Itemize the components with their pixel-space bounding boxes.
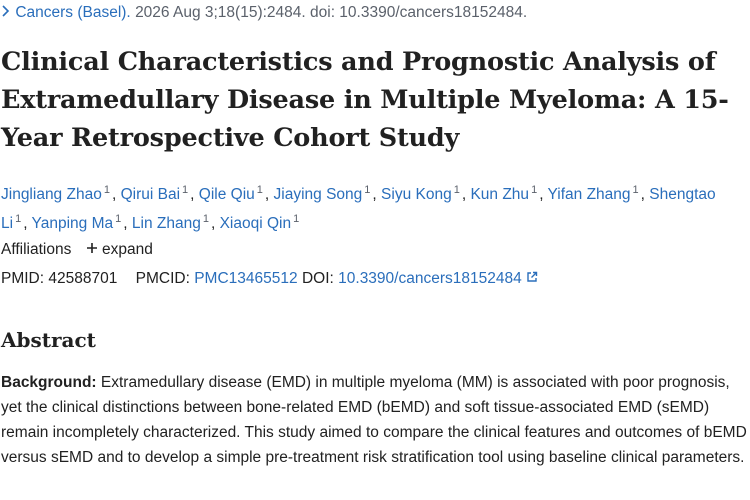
author-separator: ,	[539, 186, 544, 204]
pmcid-link[interactable]: PMC13465512	[194, 270, 298, 287]
author-link[interactable]: Yanping Ma	[31, 215, 114, 233]
author-link[interactable]: Jingliang Zhao	[1, 186, 102, 204]
author-link[interactable]: Qile Qiu	[198, 186, 255, 204]
pmid: 42588701	[48, 270, 118, 287]
author-link[interactable]: Lin Zhang	[131, 215, 201, 233]
expand-label: expand	[102, 241, 153, 258]
affiliation-number[interactable]: 1	[103, 184, 110, 196]
abstract-text: Extramedullary disease (EMD) in multiple…	[1, 374, 747, 466]
author-separator: ,	[23, 215, 28, 233]
affiliation-number[interactable]: 1	[364, 184, 371, 196]
author-separator: ,	[111, 186, 117, 204]
affiliations: Affiliations expand	[1, 241, 153, 259]
author-link[interactable]: Jiaying Song	[273, 186, 363, 204]
author-separator: ,	[210, 215, 216, 233]
author-link[interactable]: Qirui Bai	[120, 186, 181, 204]
identifiers: PMID: 42588701 PMCID: PMC13465512 DOI: 1…	[1, 270, 538, 288]
author-separator: ,	[461, 186, 467, 204]
affiliation-number[interactable]: 1	[632, 184, 639, 196]
abstract-heading: Abstract	[1, 328, 96, 352]
author-separator: ,	[123, 215, 128, 233]
affiliation-number[interactable]: 1	[453, 184, 460, 196]
doi-label: DOI:	[301, 270, 334, 287]
author-link[interactable]: Shengtao Li	[1, 186, 716, 233]
plus-icon	[86, 243, 97, 253]
doi-link[interactable]: 10.3390/cancers18152484	[338, 270, 522, 287]
pmcid-label: PMCID:	[135, 270, 190, 287]
affiliation-number[interactable]: 1	[115, 213, 122, 226]
article-title: Clinical Characteristics and Prognostic …	[1, 47, 729, 153]
author-link[interactable]: Siyu Kong	[381, 186, 452, 204]
journal-link[interactable]: Cancers (Basel).	[15, 4, 131, 21]
affiliation-number[interactable]: 1	[531, 184, 538, 196]
affiliation-number[interactable]: 1	[182, 184, 189, 196]
author-separator: ,	[264, 186, 270, 204]
expand-toggle[interactable]: expand	[86, 241, 153, 258]
author-separator: ,	[640, 186, 645, 204]
abstract-label: Background:	[1, 374, 97, 391]
affiliations-label: Affiliations	[1, 241, 72, 258]
author-separator: ,	[372, 186, 377, 204]
citation: Cancers (Basel). 2026 Aug 3;18(15):2484.…	[1, 4, 527, 22]
author-link[interactable]: Kun Zhu	[470, 186, 530, 204]
affiliation-number[interactable]: 1	[202, 213, 209, 226]
affiliation-number[interactable]: 1	[293, 213, 300, 226]
affiliation-number[interactable]: 1	[15, 213, 22, 226]
chevron-icon	[2, 5, 10, 17]
citation-details: 2026 Aug 3;18(15):2484. doi: 10.3390/can…	[135, 4, 528, 21]
author-separator: ,	[190, 186, 195, 204]
author-link[interactable]: Yifan Zhang	[547, 186, 631, 204]
author-list: Jingliang Zhao 1, Qirui Bai 1, Qile Qiu 1, …	[1, 178, 741, 236]
pmid-label: PMID:	[1, 270, 45, 287]
author-link[interactable]: Xiaoqi Qin	[219, 215, 292, 233]
abstract-paragraph: Background: Extramedullary disease (EMD)…	[1, 370, 749, 470]
external-link-icon	[527, 271, 538, 282]
affiliation-number[interactable]: 1	[256, 184, 263, 196]
